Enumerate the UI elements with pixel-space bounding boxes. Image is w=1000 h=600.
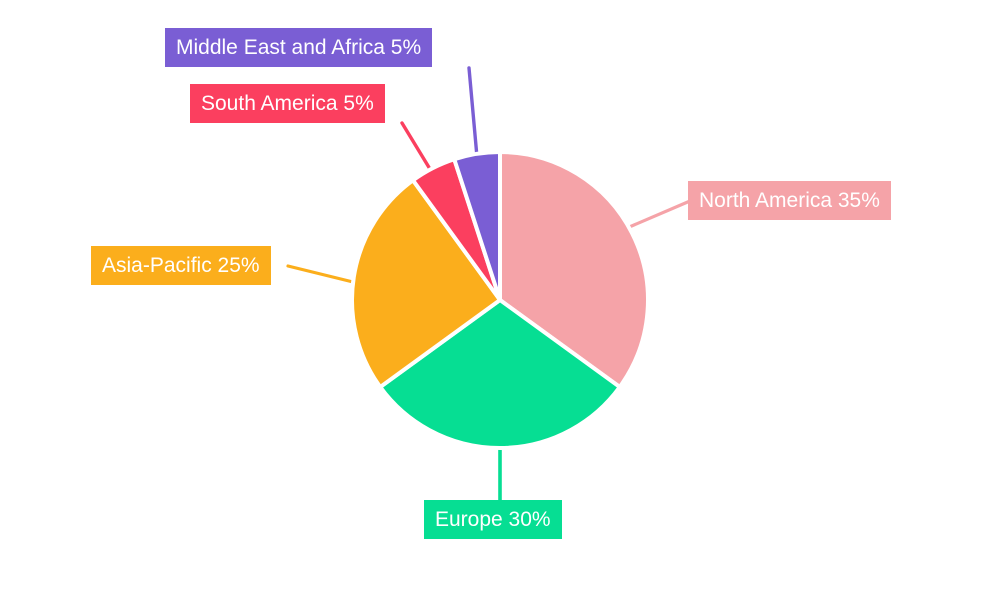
leader-line-asia-pacific: [286, 264, 355, 284]
pie-label-europe[interactable]: Europe 30%: [424, 500, 562, 539]
pie-slice-asia-pacific[interactable]: [350, 177, 503, 390]
leader-lines: [286, 66, 692, 502]
leader-line-north-america: [625, 199, 692, 230]
pie-label-text-europe: Europe 30%: [435, 508, 551, 531]
pie-label-text-north-america: North America 35%: [699, 189, 880, 212]
pie-label-asia-pacific[interactable]: Asia-Pacific 25%: [91, 246, 271, 285]
pie-label-text-middle-east-and-africa: Middle East and Africa 5%: [176, 36, 422, 59]
leader-line-middle-east-and-africa: [467, 66, 479, 159]
pie-label-text-asia-pacific: Asia-Pacific 25%: [102, 254, 260, 277]
pie-label-text-south-america: South America 5%: [201, 92, 374, 115]
pie-slice-europe[interactable]: [377, 297, 623, 450]
leader-line-south-america: [400, 121, 435, 176]
pie-slices: [350, 149, 650, 450]
pie-label-south-america[interactable]: South America 5%: [190, 84, 385, 123]
pie-label-north-america[interactable]: North America 35%: [688, 181, 891, 220]
pie-slice-north-america[interactable]: [498, 149, 650, 390]
pie-slice-middle-east-and-africa[interactable]: [451, 149, 502, 301]
pie-label-middle-east-and-africa[interactable]: Middle East and Africa 5%: [165, 28, 433, 67]
